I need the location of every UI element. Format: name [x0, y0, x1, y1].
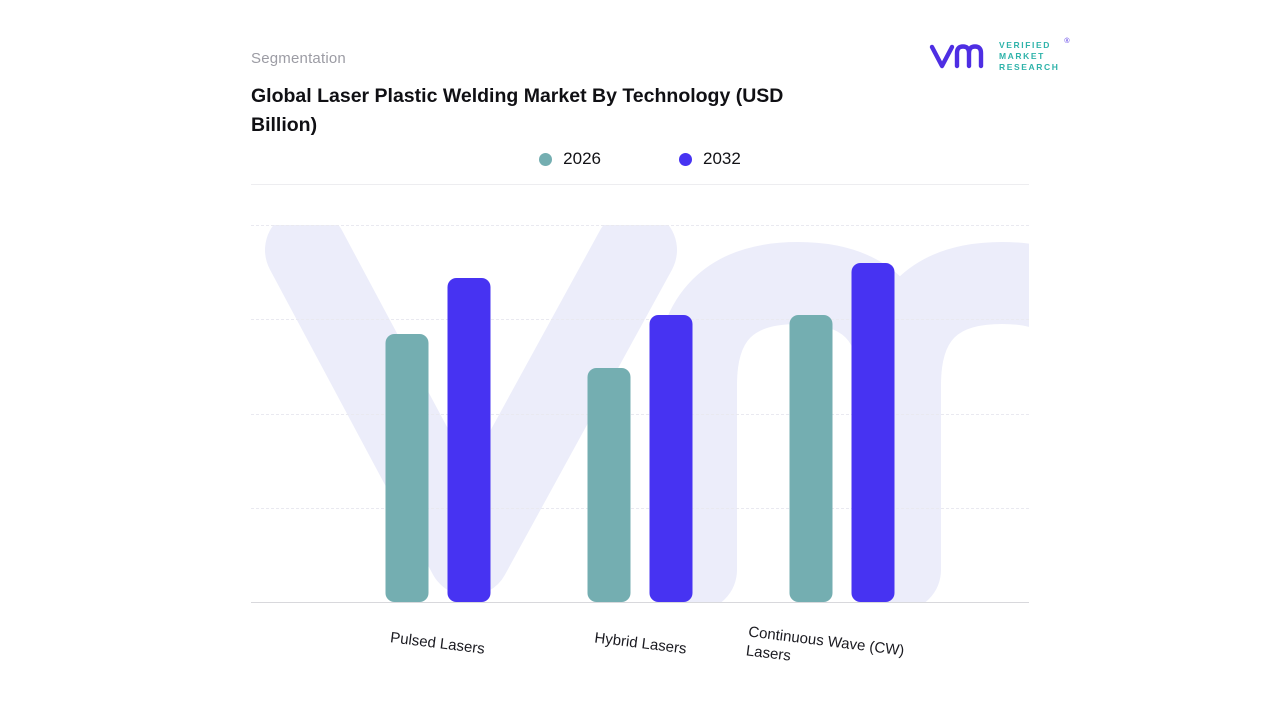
bar-group-pulsed-lasers: Pulsed Lasers: [385, 225, 491, 658]
legend-item-2026: 2026: [539, 149, 601, 169]
brand-logo: VERIFIED MARKET RESEARCH ®: [928, 38, 1070, 72]
chart-legend: 2026 2032: [251, 149, 1029, 169]
bar-2032-pulsed-lasers: [447, 277, 491, 602]
bar-2026-pulsed-lasers: [385, 334, 429, 602]
registered-trademark-icon: ®: [1064, 38, 1070, 45]
gridline: [251, 225, 1029, 226]
legend-item-2032: 2032: [679, 149, 741, 169]
chart-title: Global Laser Plastic Welding Market By T…: [251, 85, 784, 136]
brand-monogram-icon: [929, 44, 984, 69]
header-divider: [251, 184, 1029, 185]
brand-word-verified: VERIFIED: [999, 40, 1052, 50]
legend-swatch-icon: [679, 152, 692, 166]
plot-area: Pulsed Lasers Hybrid Lasers Continuous Wav…: [251, 225, 1029, 665]
bar-group-hybrid-lasers: Hybrid Lasers: [587, 225, 693, 658]
bar-2026-hybrid-lasers: [587, 368, 631, 602]
bar-group-continuous-wave-cw-lasers: Continuous Wave (CW) Lasers: [745, 225, 905, 665]
category-label-continuous-wave-cw-lasers: Continuous Wave (CW) Lasers: [744, 623, 906, 665]
legend-label: 2032: [703, 149, 741, 168]
bar-2032-hybrid-lasers: [649, 315, 693, 602]
bar-2026-continuous-wave-cw-lasers: [789, 315, 833, 602]
brand-wordmark: VERIFIED MARKET RESEARCH ®: [999, 38, 1070, 72]
category-label-pulsed-lasers: Pulsed Lasers: [389, 629, 486, 658]
legend-swatch-icon: [539, 152, 553, 166]
gridline: [251, 507, 1029, 509]
gridline: [251, 413, 1029, 415]
brand-word-market: MARKET: [999, 51, 1045, 61]
gridline: [251, 319, 1029, 321]
legend-label: 2026: [563, 149, 601, 168]
category-label-hybrid-lasers: Hybrid Lasers: [593, 629, 687, 658]
brand-word-research: RESEARCH: [999, 62, 1060, 72]
bar-2032-continuous-wave-cw-lasers: [851, 262, 895, 602]
section-eyebrow: Segmentation: [251, 50, 346, 67]
